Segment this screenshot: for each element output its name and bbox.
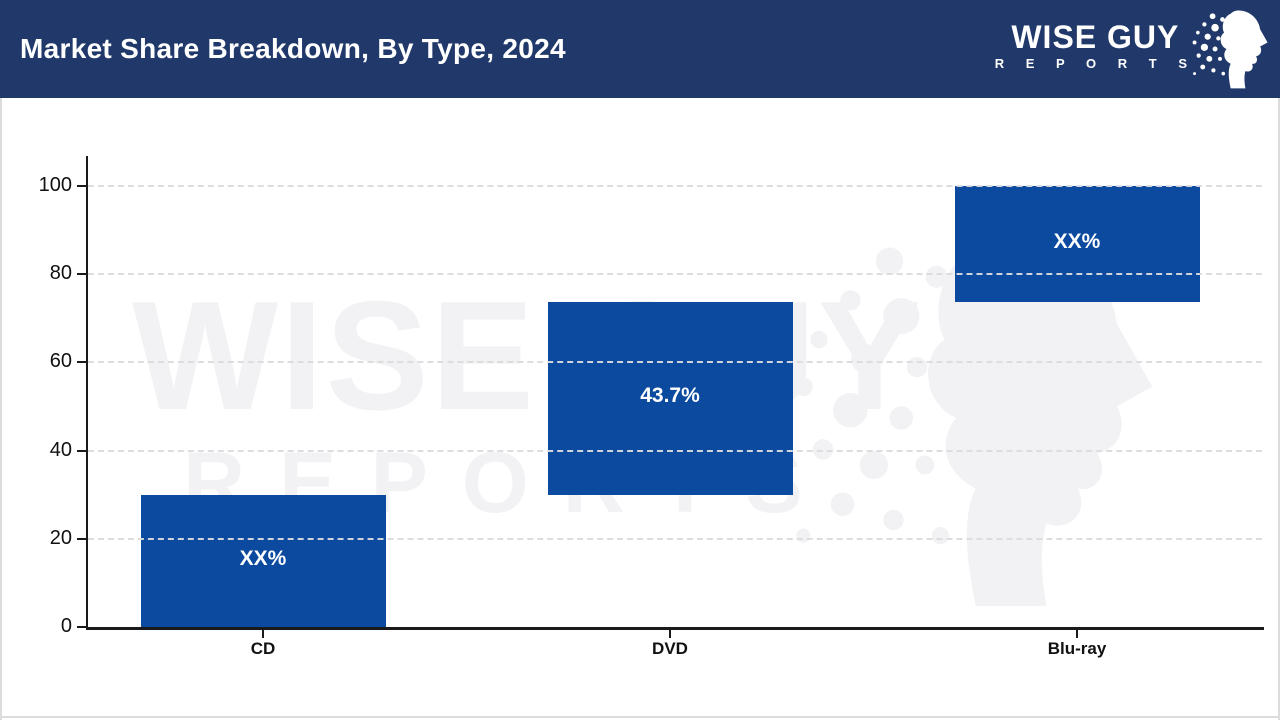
bar-dvd	[547, 301, 793, 495]
y-tick-mark	[77, 361, 87, 364]
brand-name: WISE GUY	[1011, 19, 1180, 56]
y-tick-mark	[77, 626, 87, 628]
y-tick-mark	[77, 537, 87, 540]
image-border-right	[1278, 98, 1280, 720]
brand-logo: WISE GUY R E P O R T S	[995, 0, 1270, 98]
y-tick-label: 80	[49, 262, 72, 285]
y-tick-label: 100	[38, 174, 72, 196]
x-tick-mark	[1076, 630, 1078, 638]
y-tick-mark	[77, 273, 87, 276]
y-tick-mark	[77, 449, 87, 452]
category-label-cd: CD	[250, 639, 276, 658]
bar-cd	[140, 494, 386, 627]
category-label-dvd: DVD	[652, 639, 688, 658]
header: Market Share Breakdown, By Type, 2024 WI…	[0, 0, 1280, 98]
brand-logo-text: WISE GUY R E P O R T S	[995, 21, 1196, 71]
gridline-100	[88, 185, 1262, 187]
brand-face-icon	[1192, 10, 1268, 89]
y-tick-label: 40	[49, 438, 72, 461]
y-axis-line	[86, 156, 88, 629]
gridline-60	[88, 361, 1262, 364]
y-tick-mark	[77, 185, 87, 187]
x-axis-line	[86, 627, 1264, 630]
y-tick-label: 0	[60, 615, 72, 637]
gridline-80	[88, 273, 1262, 276]
bar-value-label: 43.7%	[640, 384, 700, 408]
y-tick-label: 20	[49, 526, 72, 549]
x-tick-mark	[262, 630, 264, 638]
bar-blu-ray	[954, 186, 1200, 302]
y-tick-label: 60	[49, 350, 72, 373]
brand-subtitle: R E P O R T S	[994, 55, 1196, 71]
gridline-40	[88, 449, 1262, 452]
x-tick-mark	[669, 630, 671, 638]
page-title: Market Share Breakdown, By Type, 2024	[20, 33, 566, 64]
bar-value-label: XX%	[1053, 229, 1101, 253]
category-label-blu-ray: Blu-ray	[1047, 639, 1107, 658]
bar-value-label: XX%	[239, 546, 287, 570]
image-border-left	[0, 98, 2, 720]
gridline-20	[88, 537, 1262, 540]
image-border-bottom	[0, 716, 1280, 718]
